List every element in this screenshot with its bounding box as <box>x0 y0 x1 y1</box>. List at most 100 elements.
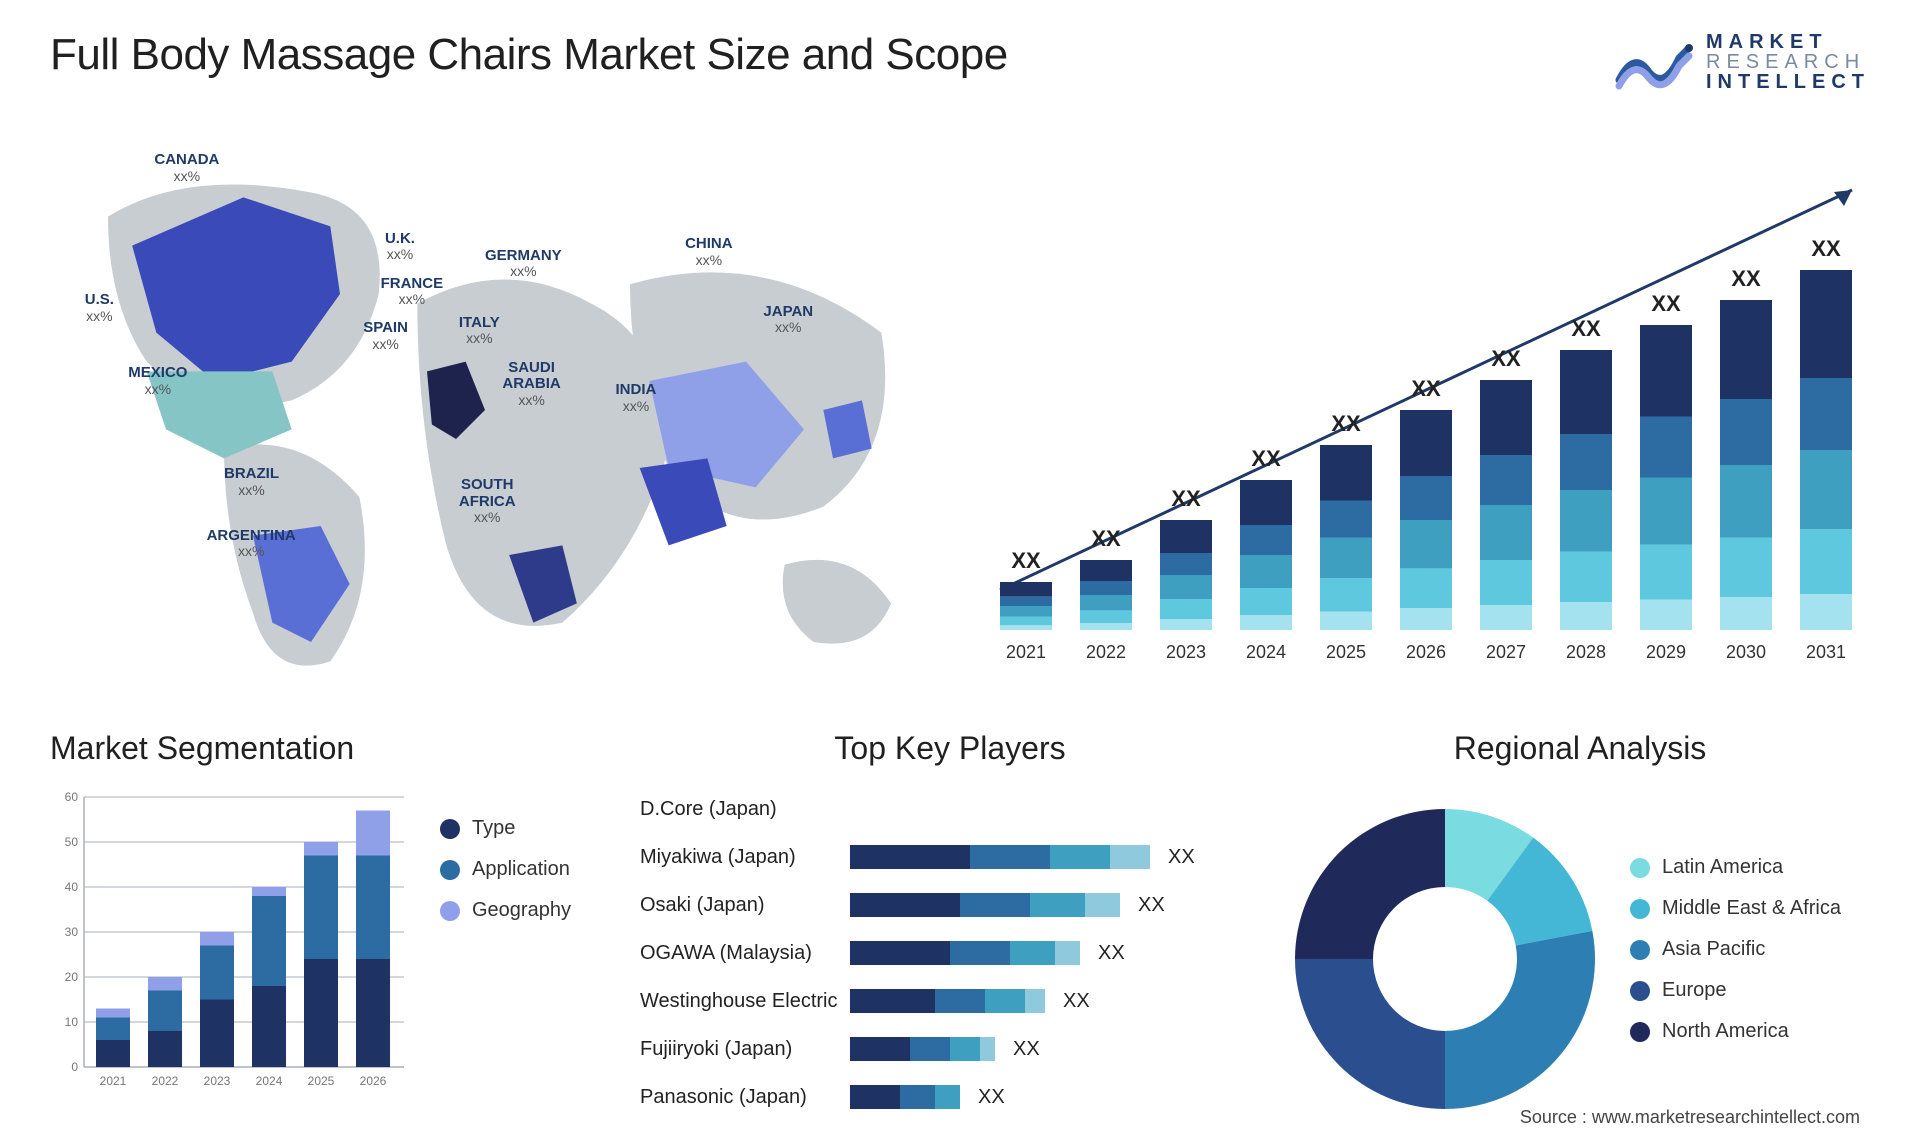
world-map-svg <box>50 130 920 690</box>
player-value: XX <box>1098 942 1125 965</box>
player-bar: XX <box>850 1083 1260 1111</box>
svg-text:XX: XX <box>1171 486 1201 511</box>
header: Full Body Massage Chairs Market Size and… <box>50 30 1870 120</box>
svg-text:60: 60 <box>65 790 79 804</box>
segmentation-chart: 0102030405060202120222023202420252026 <box>50 787 410 1097</box>
legend-item: North America <box>1630 1020 1870 1043</box>
segmentation-panel: Market Segmentation 01020304050602021202… <box>50 730 610 1130</box>
player-row: Westinghouse Electric XX <box>640 979 1260 1023</box>
growth-bar-chart: XX 2021 XX 2022 XX 2023 XX 2024 XX 2025 XX 2026 XX 20… <box>960 130 1870 690</box>
svg-text:2022: 2022 <box>152 1074 179 1088</box>
legend-item: Type <box>440 817 610 840</box>
player-bar: XX <box>850 843 1260 871</box>
world-map-chart: CANADAxx%U.S.xx%MEXICOxx%BRAZILxx%ARGENT… <box>50 130 920 690</box>
player-name: Panasonic (Japan) <box>640 1086 850 1109</box>
player-name: Westinghouse Electric <box>640 990 850 1013</box>
player-bar <box>850 795 1260 823</box>
svg-text:0: 0 <box>71 1060 78 1074</box>
player-row: Miyakiwa (Japan) XX <box>640 835 1260 879</box>
svg-text:XX: XX <box>1411 376 1441 401</box>
svg-text:20: 20 <box>65 970 79 984</box>
map-label: ITALYxx% <box>459 315 500 347</box>
svg-text:XX: XX <box>1251 446 1281 471</box>
legend-item: Application <box>440 858 610 881</box>
svg-text:XX: XX <box>1491 346 1521 371</box>
svg-text:2024: 2024 <box>256 1074 283 1088</box>
players-title: Top Key Players <box>640 730 1260 767</box>
player-row: Fujiiryoki (Japan) XX <box>640 1027 1260 1071</box>
legend-item: Geography <box>440 899 610 922</box>
svg-text:XX: XX <box>1091 526 1121 551</box>
regional-panel: Regional Analysis Latin America Middle Ea… <box>1290 730 1870 1130</box>
svg-text:2021: 2021 <box>100 1074 127 1088</box>
map-label: INDIAxx% <box>616 382 657 414</box>
map-label: U.K.xx% <box>385 231 415 263</box>
logo-icon <box>1614 30 1694 94</box>
svg-text:30: 30 <box>65 925 79 939</box>
legend-item: Latin America <box>1630 856 1870 879</box>
segmentation-title: Market Segmentation <box>50 730 610 767</box>
player-row: D.Core (Japan) <box>640 787 1260 831</box>
svg-text:XX: XX <box>1731 266 1761 291</box>
player-name: Osaki (Japan) <box>640 894 850 917</box>
page-title: Full Body Massage Chairs Market Size and… <box>50 30 1008 80</box>
player-value: XX <box>1013 1038 1040 1061</box>
player-row: OGAWA (Malaysia) XX <box>640 931 1260 975</box>
svg-text:2022: 2022 <box>1086 642 1126 662</box>
player-name: D.Core (Japan) <box>640 798 850 821</box>
brand-logo: MARKET RESEARCH INTELLECT <box>1614 30 1870 94</box>
svg-text:XX: XX <box>1651 291 1681 316</box>
svg-text:2025: 2025 <box>1326 642 1366 662</box>
segmentation-legend: Type Application Geography <box>440 787 610 1130</box>
svg-text:2025: 2025 <box>308 1074 335 1088</box>
player-row: Panasonic (Japan) XX <box>640 1075 1260 1119</box>
map-label: CHINAxx% <box>685 236 733 268</box>
svg-text:2027: 2027 <box>1486 642 1526 662</box>
map-label: SOUTHAFRICAxx% <box>459 477 516 525</box>
svg-text:XX: XX <box>1811 236 1841 261</box>
svg-text:2026: 2026 <box>1406 642 1446 662</box>
player-name: Miyakiwa (Japan) <box>640 846 850 869</box>
players-panel: Top Key Players D.Core (Japan) Miyakiwa (… <box>640 730 1260 1130</box>
player-bar: XX <box>850 1035 1260 1063</box>
map-label: CANADAxx% <box>154 152 219 184</box>
map-label: JAPANxx% <box>763 304 813 336</box>
map-label: SPAINxx% <box>363 320 408 352</box>
svg-text:2028: 2028 <box>1566 642 1606 662</box>
svg-text:2024: 2024 <box>1246 642 1286 662</box>
logo-text: MARKET RESEARCH INTELLECT <box>1706 32 1870 92</box>
map-label: MEXICOxx% <box>128 365 187 397</box>
svg-text:2026: 2026 <box>360 1074 387 1088</box>
svg-text:XX: XX <box>1331 411 1361 436</box>
svg-text:2029: 2029 <box>1646 642 1686 662</box>
svg-text:2030: 2030 <box>1726 642 1766 662</box>
regional-legend: Latin America Middle East & Africa Asia Pa… <box>1630 856 1870 1061</box>
legend-item: Asia Pacific <box>1630 938 1870 961</box>
player-bar: XX <box>850 891 1260 919</box>
svg-text:2031: 2031 <box>1806 642 1846 662</box>
player-value: XX <box>978 1086 1005 1109</box>
legend-item: Middle East & Africa <box>1630 897 1870 920</box>
svg-text:2023: 2023 <box>1166 642 1206 662</box>
svg-text:2023: 2023 <box>204 1074 231 1088</box>
regional-title: Regional Analysis <box>1290 730 1870 767</box>
map-label: GERMANYxx% <box>485 248 562 280</box>
svg-text:10: 10 <box>65 1015 79 1029</box>
map-label: BRAZILxx% <box>224 466 279 498</box>
svg-text:XX: XX <box>1011 548 1041 573</box>
svg-text:XX: XX <box>1571 316 1601 341</box>
map-label: SAUDIARABIAxx% <box>502 360 560 408</box>
svg-text:40: 40 <box>65 880 79 894</box>
source-text: Source : www.marketresearchintellect.com <box>1520 1107 1860 1128</box>
legend-item: Europe <box>1630 979 1870 1002</box>
player-name: Fujiiryoki (Japan) <box>640 1038 850 1061</box>
regional-donut <box>1290 804 1600 1114</box>
map-label: U.S.xx% <box>85 292 114 324</box>
map-label: FRANCExx% <box>381 276 444 308</box>
player-name: OGAWA (Malaysia) <box>640 942 850 965</box>
player-value: XX <box>1168 846 1195 869</box>
player-bar: XX <box>850 987 1260 1015</box>
player-bar: XX <box>850 939 1260 967</box>
player-value: XX <box>1063 990 1090 1013</box>
svg-text:2021: 2021 <box>1006 642 1046 662</box>
